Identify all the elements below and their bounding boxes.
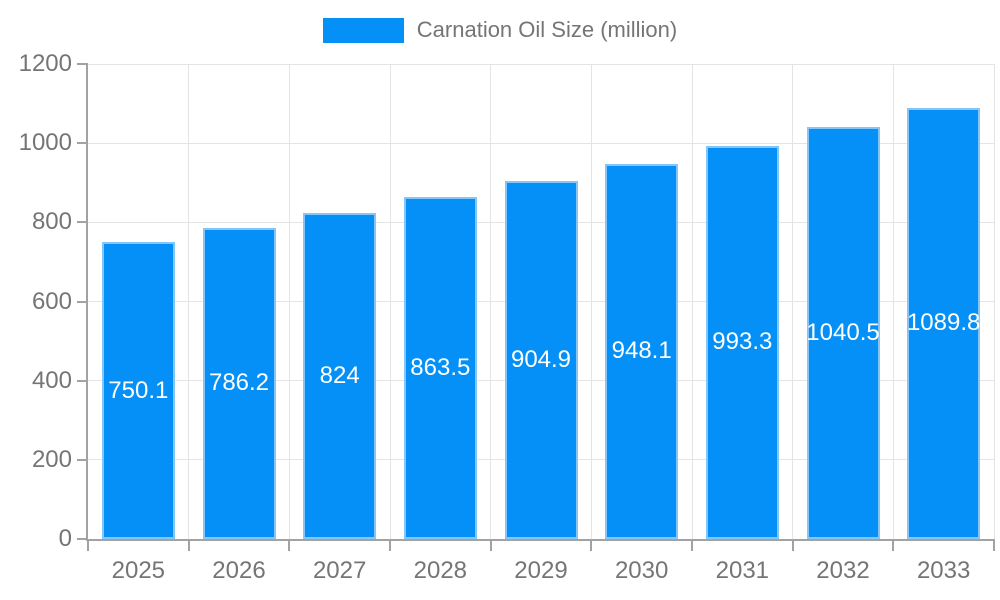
- gridline-vertical: [288, 64, 290, 539]
- bar-value-label: 904.9: [510, 345, 572, 373]
- bar[interactable]: 993.3: [705, 145, 779, 539]
- gridline-vertical: [188, 64, 190, 539]
- bar-value-label: 750.1: [108, 376, 169, 404]
- bar[interactable]: 904.9: [504, 180, 578, 539]
- x-axis-label: 2028: [413, 557, 468, 584]
- x-axis-tick: [389, 539, 391, 551]
- bar-value-label: 824: [319, 361, 360, 389]
- bar-value-label: 863.5: [410, 354, 471, 382]
- y-axis-label: 600: [31, 287, 72, 315]
- legend-swatch: [322, 17, 404, 43]
- bar-value-label: 1040.5: [806, 319, 880, 347]
- x-axis-label: 2031: [715, 557, 770, 584]
- x-axis-tick: [590, 539, 593, 551]
- x-axis-tick: [892, 539, 895, 551]
- y-axis-label: 1000: [18, 129, 72, 157]
- x-axis-label: 2032: [816, 557, 870, 584]
- gridline-vertical: [792, 64, 794, 539]
- x-axis-label: 2033: [916, 557, 971, 584]
- gridline-vertical: [490, 64, 492, 539]
- gridline-vertical: [691, 64, 693, 539]
- x-axis-tick: [691, 539, 693, 551]
- y-axis-tick: [77, 221, 88, 224]
- y-axis-tick: [77, 142, 88, 145]
- x-axis-label: 2029: [514, 557, 568, 584]
- x-axis-tick: [187, 539, 190, 551]
- x-axis-tick: [87, 539, 89, 551]
- gridline-horizontal: [88, 63, 994, 65]
- x-axis-label: 2027: [312, 557, 367, 584]
- bar[interactable]: 1089.8: [906, 107, 981, 539]
- bar[interactable]: 1040.5: [806, 127, 880, 539]
- x-axis-label: 2030: [614, 557, 669, 584]
- x-axis-label: 2026: [212, 557, 266, 584]
- y-axis-label: 400: [31, 366, 72, 394]
- gridline-vertical: [892, 64, 894, 539]
- bar-value-label: 1089.8: [906, 309, 981, 337]
- bar-value-label: 948.1: [611, 337, 672, 365]
- x-axis-tick: [489, 539, 492, 551]
- bar-value-label: 993.3: [712, 328, 773, 356]
- y-axis-tick: [77, 538, 88, 540]
- legend-label: Carnation Oil Size (million): [416, 17, 678, 42]
- bar[interactable]: 824: [303, 212, 377, 539]
- gridline-vertical: [389, 64, 391, 539]
- x-axis-tick: [791, 539, 794, 551]
- y-axis-label: 800: [31, 208, 72, 236]
- bar[interactable]: 786.2: [202, 227, 276, 539]
- bar[interactable]: 948.1: [605, 163, 679, 539]
- y-axis-tick: [77, 63, 88, 65]
- x-axis-tick: [288, 539, 291, 551]
- gridline-horizontal: [88, 142, 994, 144]
- legend[interactable]: Carnation Oil Size (million): [0, 17, 1000, 43]
- x-axis-line: [86, 539, 994, 541]
- x-axis-label: 2025: [111, 557, 166, 584]
- y-axis-tick: [77, 458, 88, 461]
- y-axis-label: 0: [58, 525, 72, 552]
- y-axis-line: [86, 64, 88, 539]
- bar[interactable]: 863.5: [403, 197, 477, 539]
- x-axis-tick: [993, 539, 995, 551]
- y-axis-tick: [77, 300, 88, 303]
- y-axis-tick: [77, 379, 88, 382]
- bar[interactable]: 750.1: [101, 242, 175, 539]
- y-axis-label: 1200: [18, 50, 72, 77]
- gridline-vertical: [993, 64, 995, 539]
- bar-value-label: 786.2: [208, 369, 270, 397]
- y-axis-label: 200: [31, 445, 72, 473]
- gridline-vertical: [590, 64, 592, 539]
